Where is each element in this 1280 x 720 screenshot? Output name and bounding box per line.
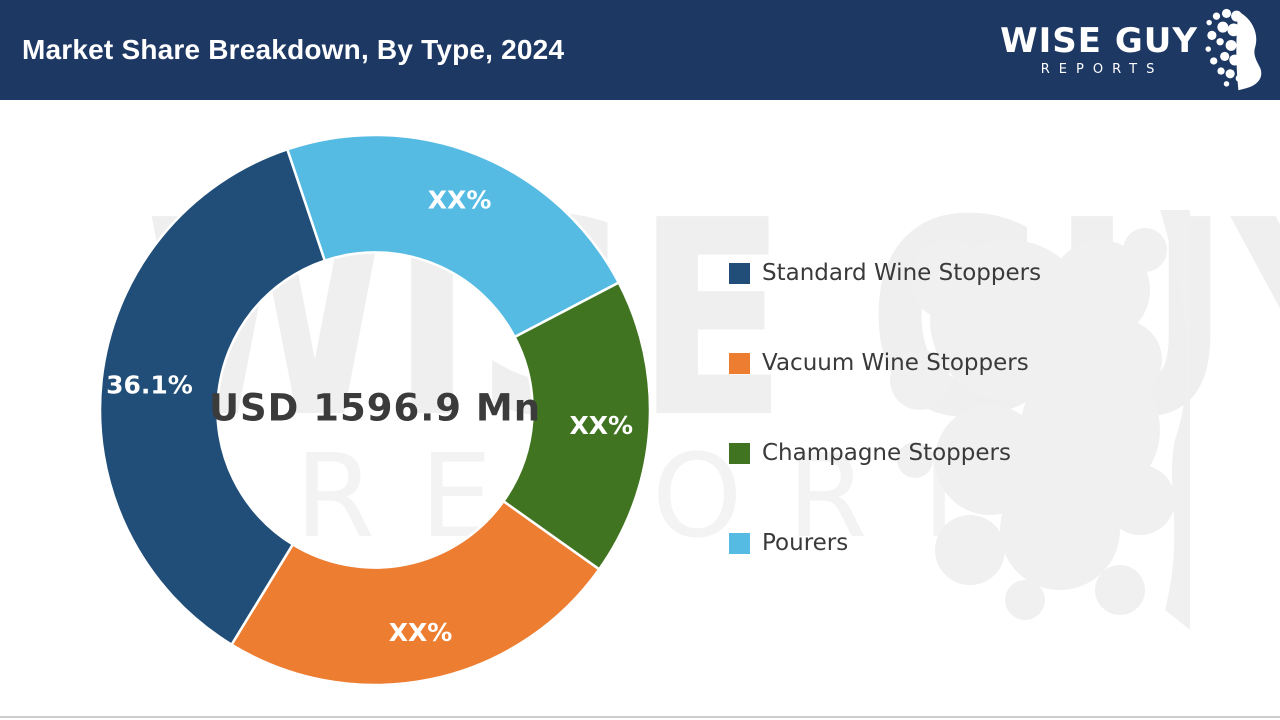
header-bar: Market Share Breakdown, By Type, 2024 WI…	[0, 0, 1280, 100]
watermark-face	[890, 210, 1190, 630]
donut-chart: XX% XX% XX% 36.1%	[98, 133, 652, 687]
legend-item-vacuum-wine-stoppers: Vacuum Wine Stoppers	[729, 350, 1041, 376]
logo-tagline: REPORTS	[1040, 61, 1164, 77]
legend-swatch	[729, 262, 750, 284]
segment-data-label: XX%	[428, 185, 492, 214]
donut-segment-standard-wine-stoppers	[98, 147, 327, 647]
donut-segment-vacuum-wine-stoppers	[229, 499, 601, 687]
legend-label: Vacuum Wine Stoppers	[762, 350, 1029, 376]
bottom-divider	[0, 716, 1280, 718]
segment-data-label: XX%	[389, 618, 453, 647]
logo-text: WISE GUY REPORTS	[1000, 24, 1198, 77]
legend-swatch	[729, 532, 750, 554]
legend-swatch	[729, 352, 750, 374]
legend-label: Champagne Stoppers	[762, 440, 1011, 466]
donut-center-value: USD 1596.9 Mn	[208, 386, 542, 430]
logo-face-icon	[1205, 8, 1262, 91]
chart-title: Market Share Breakdown, By Type, 2024	[22, 34, 565, 65]
wiseguy-logo: WISE GUY REPORTS	[1000, 6, 1264, 94]
legend-item-standard-wine-stoppers: Standard Wine Stoppers	[729, 260, 1041, 286]
legend-item-champagne-stoppers: Champagne Stoppers	[729, 440, 1041, 466]
legend-label: Pourers	[762, 530, 849, 556]
legend-label: Standard Wine Stoppers	[762, 260, 1042, 286]
chart-area: WISE GUY REPORTS XX% XX% XX% 36.1% USD 1596…	[0, 100, 1280, 716]
chart-legend: Standard Wine Stoppers Vacuum Wine Stoppe…	[729, 260, 1041, 620]
legend-item-pourers: Pourers	[729, 530, 1041, 556]
legend-swatch	[729, 442, 750, 464]
segment-data-label: XX%	[569, 411, 633, 440]
donut-segment-champagne-stoppers	[501, 280, 652, 572]
donut-segment-pourers	[285, 133, 621, 339]
segment-data-label: 36.1%	[106, 370, 193, 399]
logo-wordmark: WISE GUY	[1000, 20, 1198, 61]
